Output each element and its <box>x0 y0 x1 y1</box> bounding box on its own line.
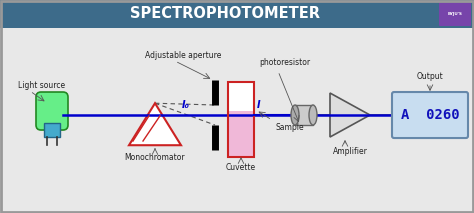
Text: photoresistor: photoresistor <box>259 58 310 67</box>
Bar <box>44 123 60 137</box>
Text: Adjustable aperture: Adjustable aperture <box>145 51 221 60</box>
Bar <box>228 111 254 157</box>
Polygon shape <box>330 93 370 137</box>
FancyBboxPatch shape <box>36 92 68 130</box>
Text: SPECTROPHOTOMETER: SPECTROPHOTOMETER <box>130 7 320 22</box>
Ellipse shape <box>291 105 299 125</box>
Text: Output: Output <box>417 72 443 81</box>
Polygon shape <box>129 103 181 145</box>
Text: BYJU'S: BYJU'S <box>447 12 463 16</box>
Text: A  0260: A 0260 <box>401 108 459 122</box>
Bar <box>0 0 474 28</box>
Ellipse shape <box>309 105 317 125</box>
FancyBboxPatch shape <box>392 92 468 138</box>
FancyBboxPatch shape <box>439 2 471 26</box>
Text: Light source: Light source <box>18 81 65 90</box>
Bar <box>228 82 254 157</box>
Text: Amplifier: Amplifier <box>333 147 367 156</box>
Bar <box>295 105 313 125</box>
Text: I₀: I₀ <box>182 100 190 110</box>
Text: Monochromator: Monochromator <box>125 153 185 162</box>
Text: I: I <box>257 100 261 110</box>
Text: Cuvette: Cuvette <box>226 163 256 172</box>
Bar <box>228 82 254 111</box>
Text: Sample: Sample <box>276 123 305 132</box>
